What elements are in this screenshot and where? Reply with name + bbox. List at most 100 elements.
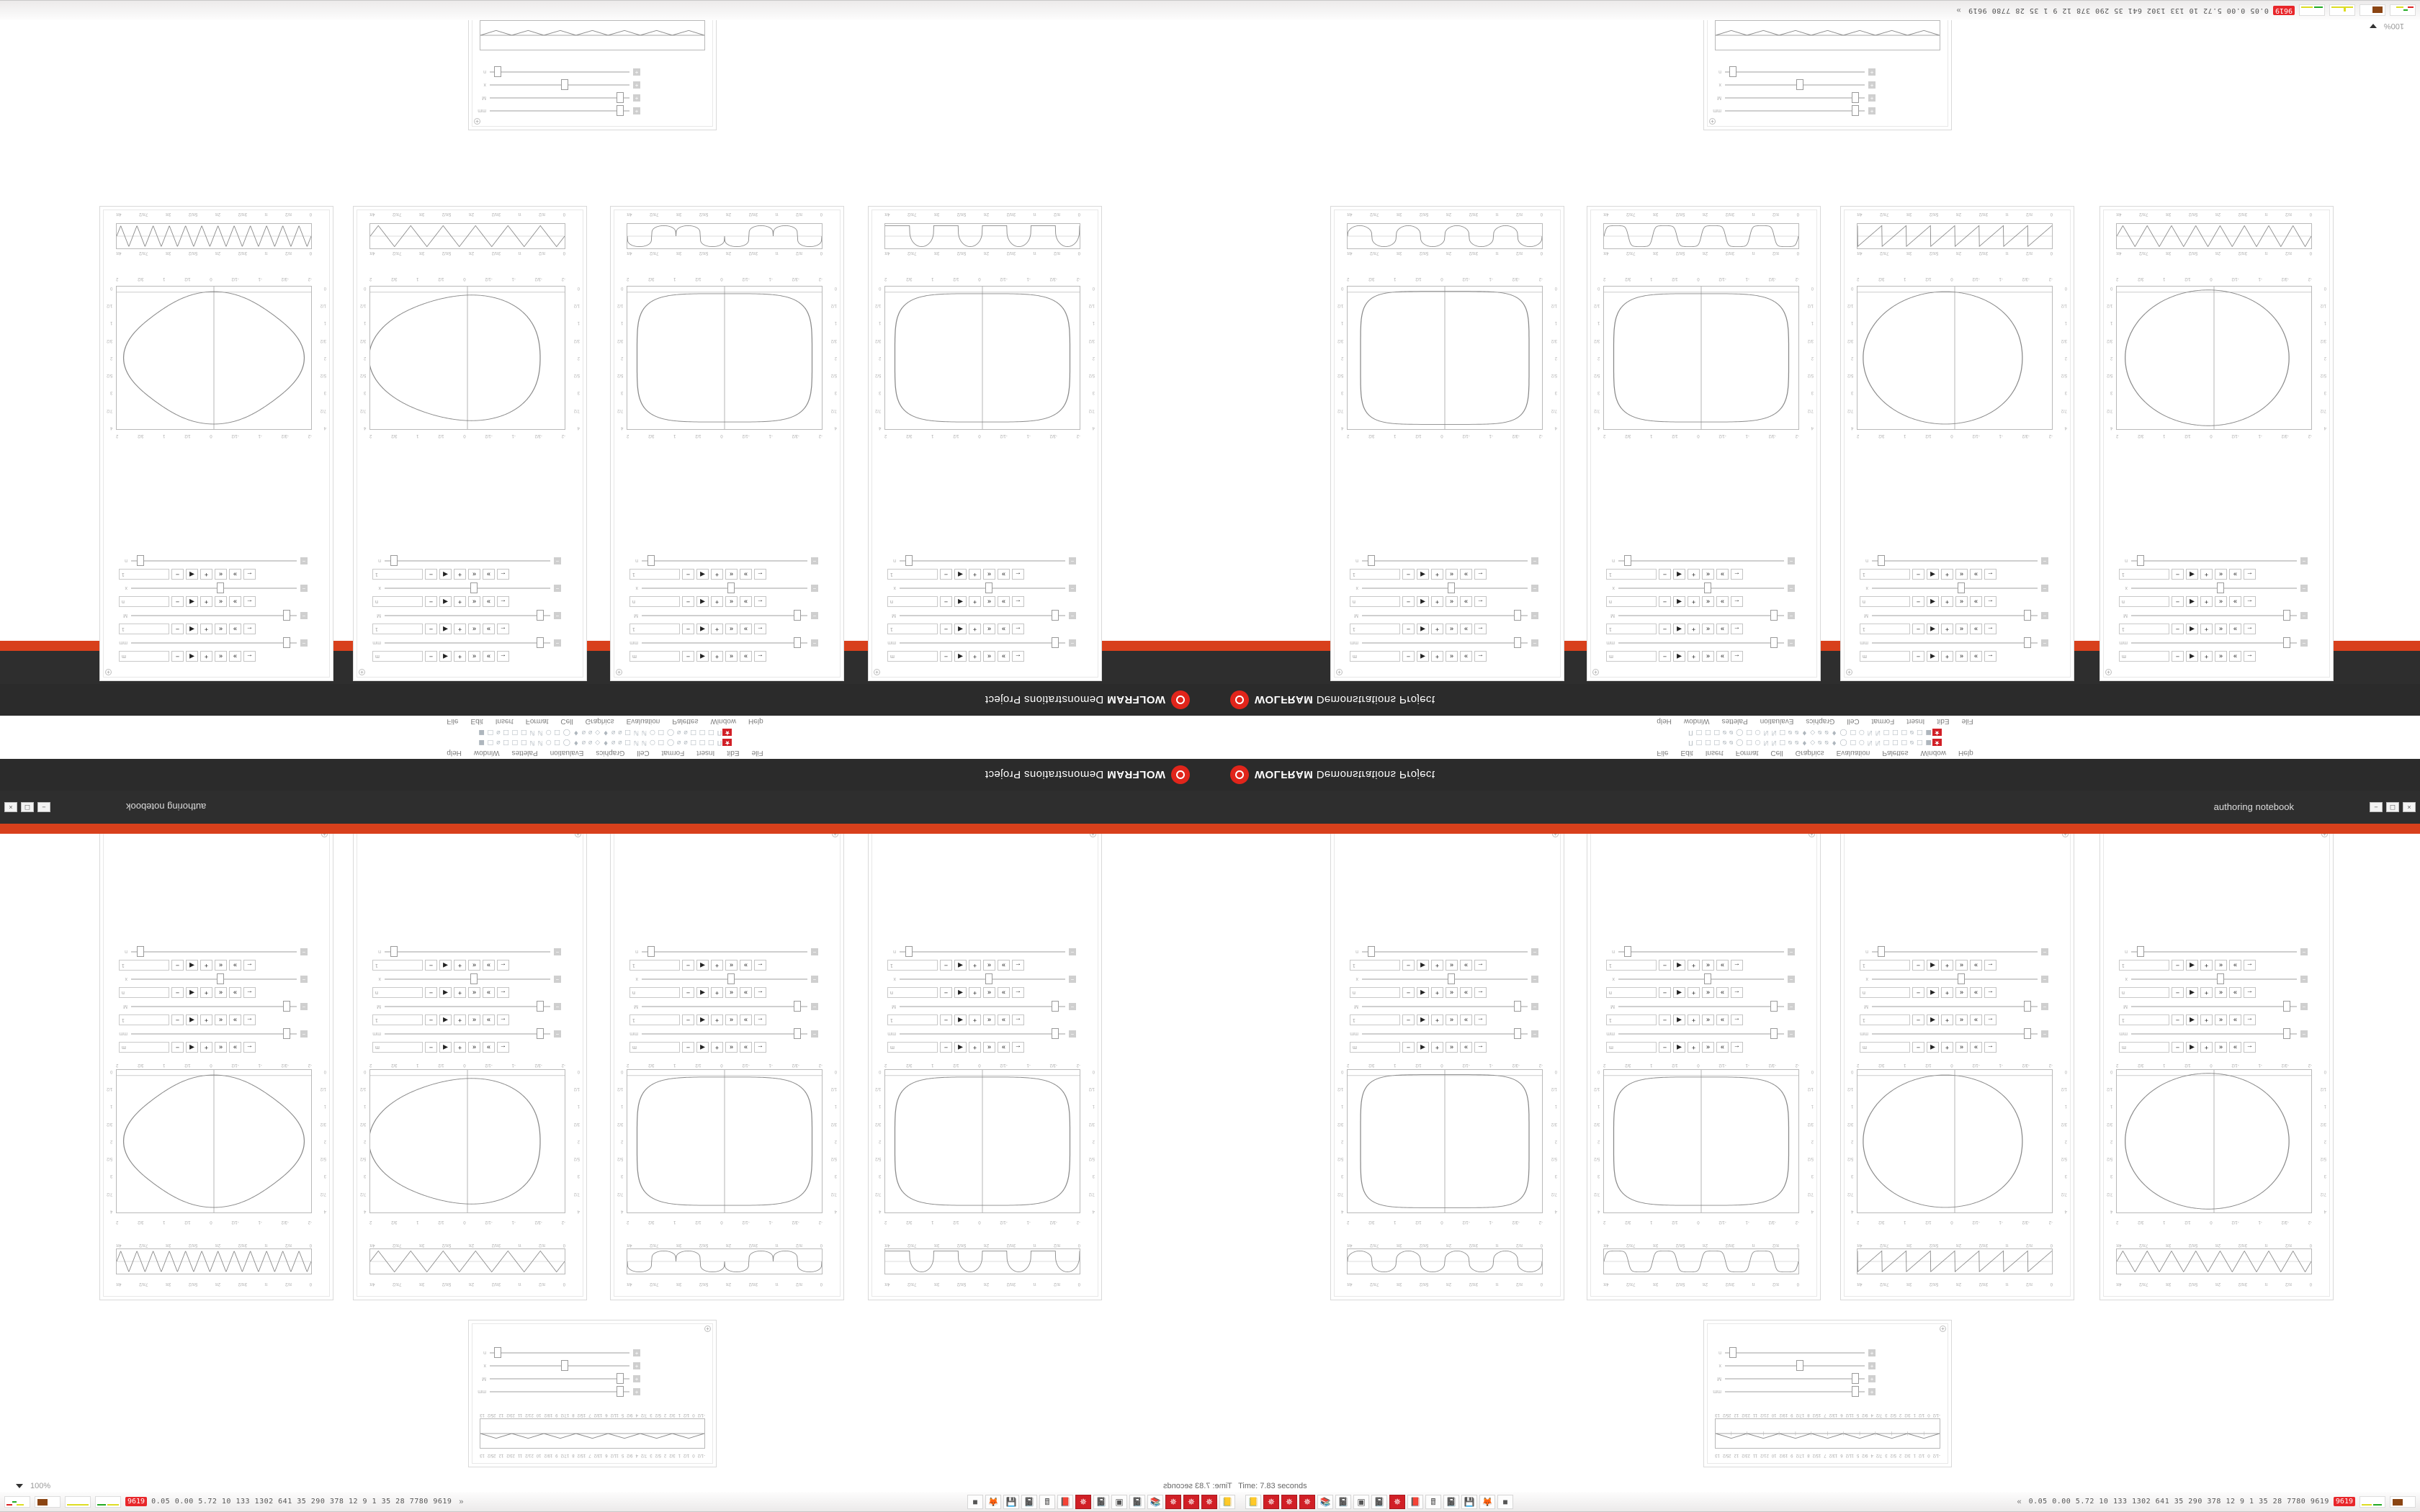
slider-row-mm[interactable]: − mm — [1857, 1027, 2048, 1040]
step-down-button[interactable]: « — [468, 624, 480, 635]
play-button[interactable]: + — [1688, 596, 1700, 608]
slider-track[interactable] — [385, 1001, 550, 1012]
slider-thumb[interactable] — [1513, 610, 1521, 621]
value-field-M[interactable]: 1 — [887, 624, 938, 635]
play-button[interactable]: + — [969, 1014, 981, 1026]
wolfram-spikey-icon[interactable]: ✵ — [1183, 1494, 1199, 1509]
slider-track[interactable] — [2131, 555, 2297, 566]
manipulate-controls-triangle-wave[interactable]: ←» «+ ◀ − m − mm ←» «+ ◀ −1− M ←» «+ ◀ − n − x ←» «+ ◀ −1− n — [2116, 554, 2308, 664]
value-field-M[interactable]: 1 — [1606, 1014, 1657, 1026]
step-up-button[interactable]: » — [1716, 624, 1729, 635]
slider-row-x[interactable]: + x — [1710, 1359, 1876, 1372]
manipulate-controls-sawtooth-wave[interactable]: ←» «+ ◀ − m − mm ←» «+ ◀ −1− M ←» «+ ◀ − n − x ←» «+ ◀ −1− n — [1857, 945, 2048, 1055]
demo-card-zigzag[interactable]: 0 π/2 π 3π/2 2π 5π/2 3π 7π/2 4π 0 π/2 π 3π/2 2π 5π/2 3π… — [353, 825, 587, 1300]
reset-button[interactable]: ← — [2244, 569, 2256, 580]
animation-controls-M[interactable]: ←» «+ ◀ −1 — [1857, 1013, 2048, 1027]
play-button[interactable]: + — [1941, 596, 1953, 608]
back-button[interactable]: ◀ — [1673, 987, 1685, 999]
step-up-button[interactable]: » — [2229, 1014, 2241, 1026]
slider-row-mm[interactable]: − mm — [1603, 1027, 1795, 1040]
animation-controls-M[interactable]: ←» «+ ◀ −1 — [369, 1013, 561, 1027]
menu-item-palettes[interactable]: Palettes — [1882, 749, 1909, 757]
step-down-button[interactable]: « — [1446, 987, 1458, 999]
slider-row-M[interactable]: − M — [884, 609, 1076, 622]
slider-track[interactable] — [1872, 637, 2038, 648]
value-field-M[interactable]: 1 — [1350, 624, 1400, 635]
reset-button[interactable]: ← — [1731, 651, 1743, 662]
slider-add-icon[interactable]: + — [1868, 1362, 1876, 1369]
window-icon[interactable]: ▣ — [1111, 1494, 1127, 1509]
slider-thumb[interactable] — [216, 582, 224, 593]
step-up-button[interactable]: » — [483, 624, 495, 635]
slider-thumb[interactable] — [2023, 610, 2031, 621]
animation-controls-M[interactable]: ←» «+ ◀ −1 — [2116, 622, 2308, 636]
back-button[interactable]: ◀ — [1927, 1014, 1939, 1026]
animation-controls-x[interactable]: ←» «+ ◀ − n — [1857, 986, 2048, 1000]
back-button[interactable]: ◀ — [2186, 1042, 2198, 1053]
animation-controls-x[interactable]: ←» «+ ◀ − n — [627, 986, 818, 1000]
play-button[interactable]: + — [1688, 1042, 1700, 1053]
step-down-button[interactable]: « — [983, 569, 995, 580]
back-button[interactable]: ◀ — [1927, 1042, 1939, 1053]
menu-item-graphics[interactable]: Graphics — [1806, 717, 1835, 726]
minus-button[interactable]: − — [1912, 1014, 1924, 1026]
reset-button[interactable]: ← — [1012, 987, 1024, 999]
back-button[interactable]: ◀ — [439, 596, 452, 608]
palette-right-1[interactable]: ★ Π □ □ □ ⌀ ⌀ ◯ □ ○ ℕ ℕ □ ⌀ ⌀ ♦ ◇ ⌀ ⌀ ♦ … — [0, 739, 1210, 746]
value-field-M[interactable]: 1 — [119, 624, 169, 635]
slider-track[interactable] — [900, 555, 1065, 566]
slider-add-icon[interactable]: + — [1868, 1349, 1876, 1356]
animation-controls-x[interactable]: ←» «+ ◀ − n — [369, 986, 561, 1000]
slider-track[interactable] — [900, 973, 1065, 984]
demo-card-bump-train[interactable]: 0 π/2 π 3π/2 2π 5π/2 3π 7π/2 4π 0 π/2 π 3π/2 2π 5π/2 3π… — [610, 206, 844, 681]
back-button[interactable]: ◀ — [1417, 987, 1429, 999]
firefox-icon[interactable]: 🦊 — [1479, 1494, 1495, 1509]
book-icon[interactable]: 📕 — [1057, 1494, 1073, 1509]
minus-button[interactable]: − — [1402, 596, 1415, 608]
wolfram-spikey-icon[interactable]: ✵ — [1389, 1494, 1405, 1509]
value-field-mm[interactable]: m — [119, 651, 169, 662]
slider-track[interactable] — [1872, 582, 2038, 593]
play-button[interactable]: + — [200, 1042, 212, 1053]
step-up-button[interactable]: » — [229, 960, 241, 971]
slider-thumb[interactable] — [137, 555, 145, 566]
step-down-button[interactable]: « — [1446, 569, 1458, 580]
slider-remove-icon[interactable]: − — [811, 557, 818, 564]
slider-add-icon[interactable]: + — [633, 1362, 640, 1369]
reset-button[interactable]: ← — [754, 1014, 766, 1026]
slider-row-M[interactable]: − M — [884, 1000, 1076, 1013]
step-down-button[interactable]: « — [1955, 651, 1968, 662]
minus-button[interactable]: − — [1402, 624, 1415, 635]
add-control-button[interactable]: + — [2105, 669, 2112, 675]
minus-button[interactable]: − — [2172, 987, 2184, 999]
step-down-button[interactable]: « — [725, 1042, 738, 1053]
minus-button[interactable]: − — [940, 1042, 952, 1053]
slider-thumb[interactable] — [1513, 637, 1521, 648]
step-up-button[interactable]: » — [483, 960, 495, 971]
step-up-button[interactable]: » — [2229, 624, 2241, 635]
minus-button[interactable]: − — [682, 1042, 694, 1053]
step-down-button[interactable]: « — [2215, 960, 2227, 971]
back-button[interactable]: ◀ — [439, 987, 452, 999]
step-down-button[interactable]: « — [1955, 624, 1968, 635]
step-down-button[interactable]: « — [468, 1042, 480, 1053]
menu-item-cell[interactable]: Cell — [560, 717, 573, 726]
menu-item-help[interactable]: Help — [1958, 749, 1973, 757]
value-field-mm[interactable]: m — [372, 651, 423, 662]
slider-track[interactable] — [900, 582, 1065, 593]
slider-remove-icon[interactable]: − — [1531, 976, 1538, 983]
harmonic-ruler-sliders-right[interactable]: + mm + M + x + n — [475, 1346, 640, 1398]
minus-button[interactable]: − — [425, 569, 437, 580]
slider-row-M[interactable]: − M — [1603, 1000, 1795, 1013]
slider-thumb[interactable] — [2282, 1028, 2290, 1039]
minimize-icon[interactable]: − — [2370, 802, 2383, 812]
step-up-button[interactable]: » — [740, 651, 752, 662]
back-button[interactable]: ◀ — [1673, 960, 1685, 971]
slider-track[interactable] — [490, 66, 629, 77]
play-button[interactable]: + — [711, 960, 723, 971]
slider-remove-icon[interactable]: − — [1788, 1030, 1795, 1038]
menu-item-palettes[interactable]: Palettes — [1721, 717, 1748, 726]
back-button[interactable]: ◀ — [439, 624, 452, 635]
play-button[interactable]: + — [1941, 960, 1953, 971]
animation-controls-mm[interactable]: ←» «+ ◀ − m — [116, 649, 308, 664]
